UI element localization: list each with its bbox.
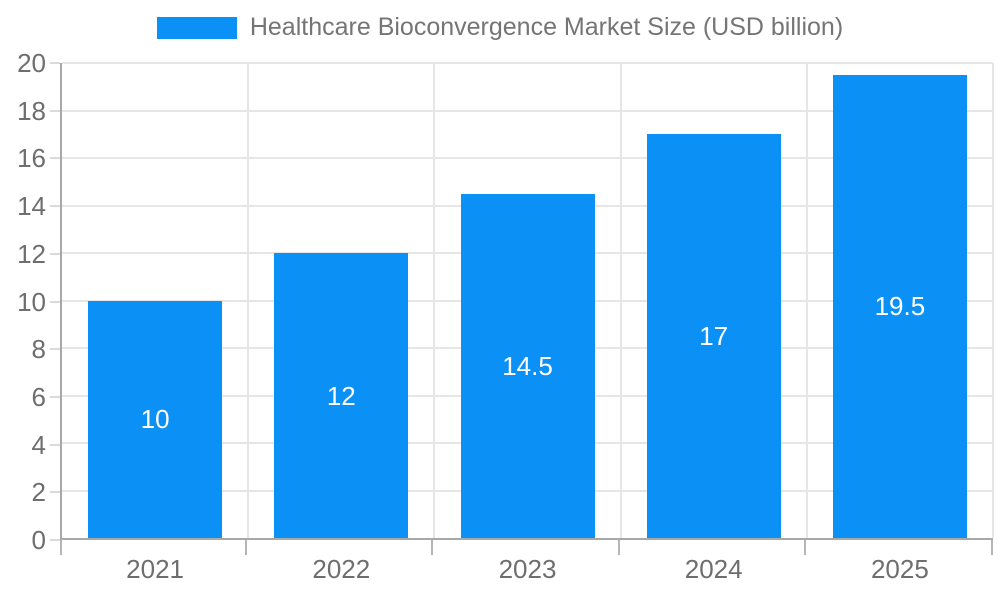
x-tick-mark xyxy=(617,540,620,555)
bar-2022: 12 xyxy=(274,253,409,538)
y-tick-label: 4 xyxy=(31,429,46,460)
x-axis: 2021 2022 2023 2024 2025 xyxy=(62,556,993,590)
h-gridline xyxy=(62,109,993,112)
y-axis: 0 2 4 6 8 10 12 14 16 18 20 xyxy=(0,50,46,553)
y-tick-label: 14 xyxy=(17,191,46,222)
y-tick-label: 20 xyxy=(17,48,46,78)
v-gridline xyxy=(433,63,436,538)
bar-2024: 17 xyxy=(646,134,781,538)
y-tick-label: 18 xyxy=(17,95,46,126)
y-tick-label: 8 xyxy=(31,334,46,365)
v-gridline xyxy=(805,63,808,538)
bar-2025: 19.5 xyxy=(832,74,967,538)
y-tick-mark xyxy=(50,491,60,494)
y-tick-mark xyxy=(50,205,60,208)
y-tick-label: 16 xyxy=(17,143,46,174)
x-tick-label-2023: 2023 xyxy=(498,554,557,584)
x-tick-mark xyxy=(804,540,807,555)
v-gridline xyxy=(992,63,994,538)
x-tick-label-2025: 2025 xyxy=(870,554,929,584)
bar-2023: 14.5 xyxy=(460,193,595,538)
y-tick-mark xyxy=(50,539,60,541)
legend-label: Healthcare Bioconvergence Market Size (U… xyxy=(249,13,844,41)
legend-item[interactable]: Healthcare Bioconvergence Market Size (U… xyxy=(156,13,844,42)
y-tick-mark xyxy=(50,109,60,112)
h-gridline xyxy=(62,157,993,159)
x-tick-mark xyxy=(431,540,434,555)
x-tick-mark xyxy=(244,540,247,555)
x-tick-label-2022: 2022 xyxy=(312,554,371,584)
bar-value-label: 19.5 xyxy=(874,291,926,322)
y-tick-label: 12 xyxy=(17,238,46,269)
y-tick-label: 0 xyxy=(31,525,46,555)
y-tick-mark xyxy=(50,157,60,160)
y-tick-label: 10 xyxy=(17,286,46,317)
legend-swatch xyxy=(156,16,237,39)
y-tick-mark xyxy=(50,300,60,303)
y-tick-label: 2 xyxy=(31,477,46,508)
v-gridline xyxy=(247,63,250,538)
legend: Healthcare Bioconvergence Market Size (U… xyxy=(0,13,1000,42)
x-tick-mark xyxy=(60,540,62,555)
y-tick-mark xyxy=(50,252,60,255)
h-gridline xyxy=(62,62,993,64)
x-tick-mark xyxy=(991,540,993,555)
plot-area: 10 12 14.5 17 19.5 xyxy=(60,62,994,540)
y-tick-label: 6 xyxy=(31,381,46,412)
bar-value-label: 12 xyxy=(326,380,356,411)
bar-value-label: 10 xyxy=(140,404,170,435)
bar-value-label: 14.5 xyxy=(502,350,553,381)
y-tick-mark xyxy=(50,62,60,64)
y-tick-mark xyxy=(50,443,60,446)
x-tick-label-2021: 2021 xyxy=(126,554,185,584)
y-tick-mark xyxy=(50,348,60,351)
v-gridline xyxy=(619,63,622,538)
bar-2021: 10 xyxy=(88,300,223,538)
x-tick-label-2024: 2024 xyxy=(684,554,743,584)
bar-value-label: 17 xyxy=(699,321,729,352)
y-tick-mark xyxy=(50,395,60,398)
